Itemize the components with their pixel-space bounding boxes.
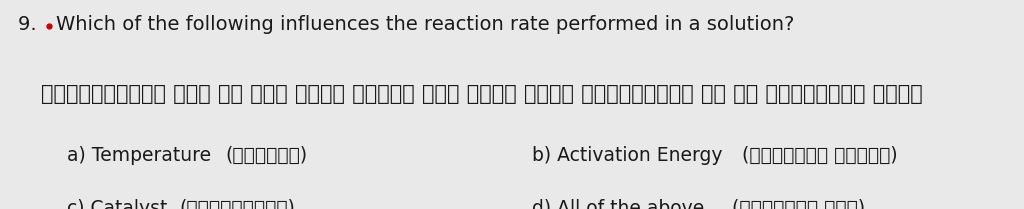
Text: a) Temperature: a) Temperature [67, 146, 217, 165]
Text: (सक्रियण ऊर्जा): (सक्रियण ऊर्जा) [742, 146, 898, 165]
Text: 9.: 9. [18, 15, 43, 34]
Text: (उत्प्रेरक): (उत्प्रेरक) [179, 199, 295, 209]
Text: (तापमान): (तापमान) [225, 146, 307, 165]
Text: निम्नलिखित में से कौन किसी विलयन में होने वाली अभिक्रिया दर का प्रभावित करता: निम्नलिखित में से कौन किसी विलयन में होन… [41, 84, 923, 104]
Text: Which of the following influences the reaction rate performed in a solution?: Which of the following influences the re… [56, 15, 795, 34]
Text: b) Activation Energy: b) Activation Energy [532, 146, 729, 165]
Text: (उपरोक्त सभी): (उपरोक्त सभी) [732, 199, 865, 209]
Text: c) Catalyst: c) Catalyst [67, 199, 173, 209]
Text: d) All of the above: d) All of the above [532, 199, 711, 209]
